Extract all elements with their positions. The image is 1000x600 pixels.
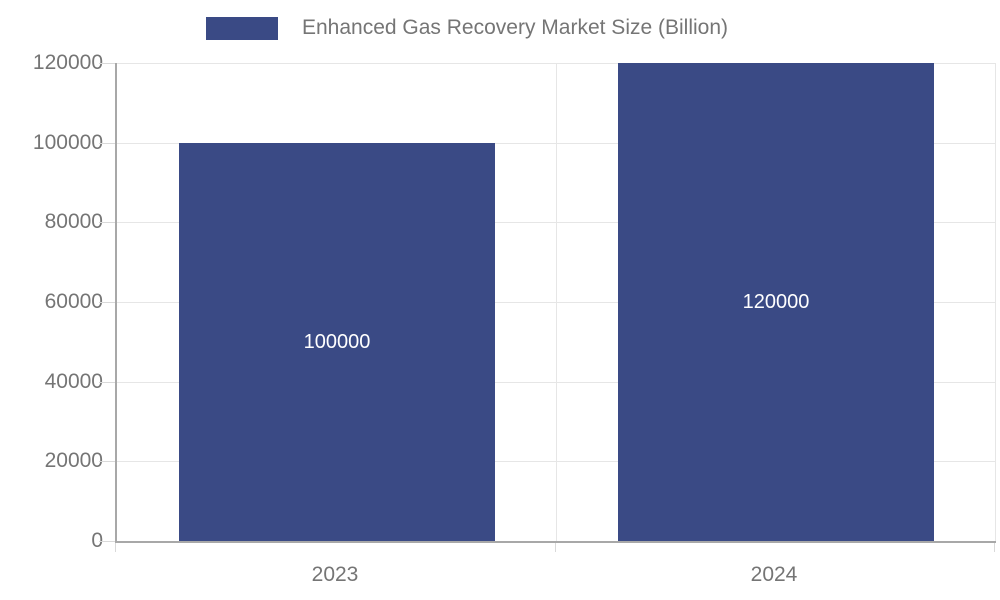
bar-2024 <box>618 63 934 541</box>
x-axis-category-label: 2024 <box>750 563 798 586</box>
plot-area: 100000 120000 <box>115 63 996 543</box>
y-axis-tick-label: 40000 <box>44 370 103 393</box>
y-axis-tick-mark <box>99 382 115 383</box>
gridline-vertical <box>995 63 996 541</box>
y-axis-tick-label: 0 <box>91 529 103 552</box>
y-axis-tick-label: 120000 <box>32 51 103 74</box>
bar-2023 <box>179 143 495 541</box>
y-axis-tick-mark <box>99 541 115 542</box>
x-axis-tick-mark <box>555 543 556 552</box>
gridline-vertical <box>556 63 557 541</box>
y-axis-tick-mark <box>99 143 115 144</box>
y-axis-tick-label: 60000 <box>44 290 103 313</box>
y-axis-tick-mark <box>99 461 115 462</box>
y-axis-tick-label: 80000 <box>44 210 103 233</box>
y-axis-tick-label: 20000 <box>44 449 103 472</box>
bar-value-label: 100000 <box>303 331 371 353</box>
bar-value-label: 120000 <box>742 291 810 313</box>
y-axis-tick-mark <box>99 222 115 223</box>
y-axis-tick-mark <box>99 302 115 303</box>
legend-item[interactable]: Enhanced Gas Recovery Market Size (Billi… <box>206 16 728 40</box>
x-axis-category-label: 2023 <box>311 563 359 586</box>
legend-swatch <box>206 16 278 40</box>
y-axis-tick-label: 100000 <box>32 131 103 154</box>
y-axis-tick-mark <box>99 63 115 64</box>
legend-label: Enhanced Gas Recovery Market Size (Billi… <box>302 16 729 39</box>
x-axis-tick-mark <box>994 543 995 552</box>
x-axis-tick-mark <box>115 543 116 552</box>
